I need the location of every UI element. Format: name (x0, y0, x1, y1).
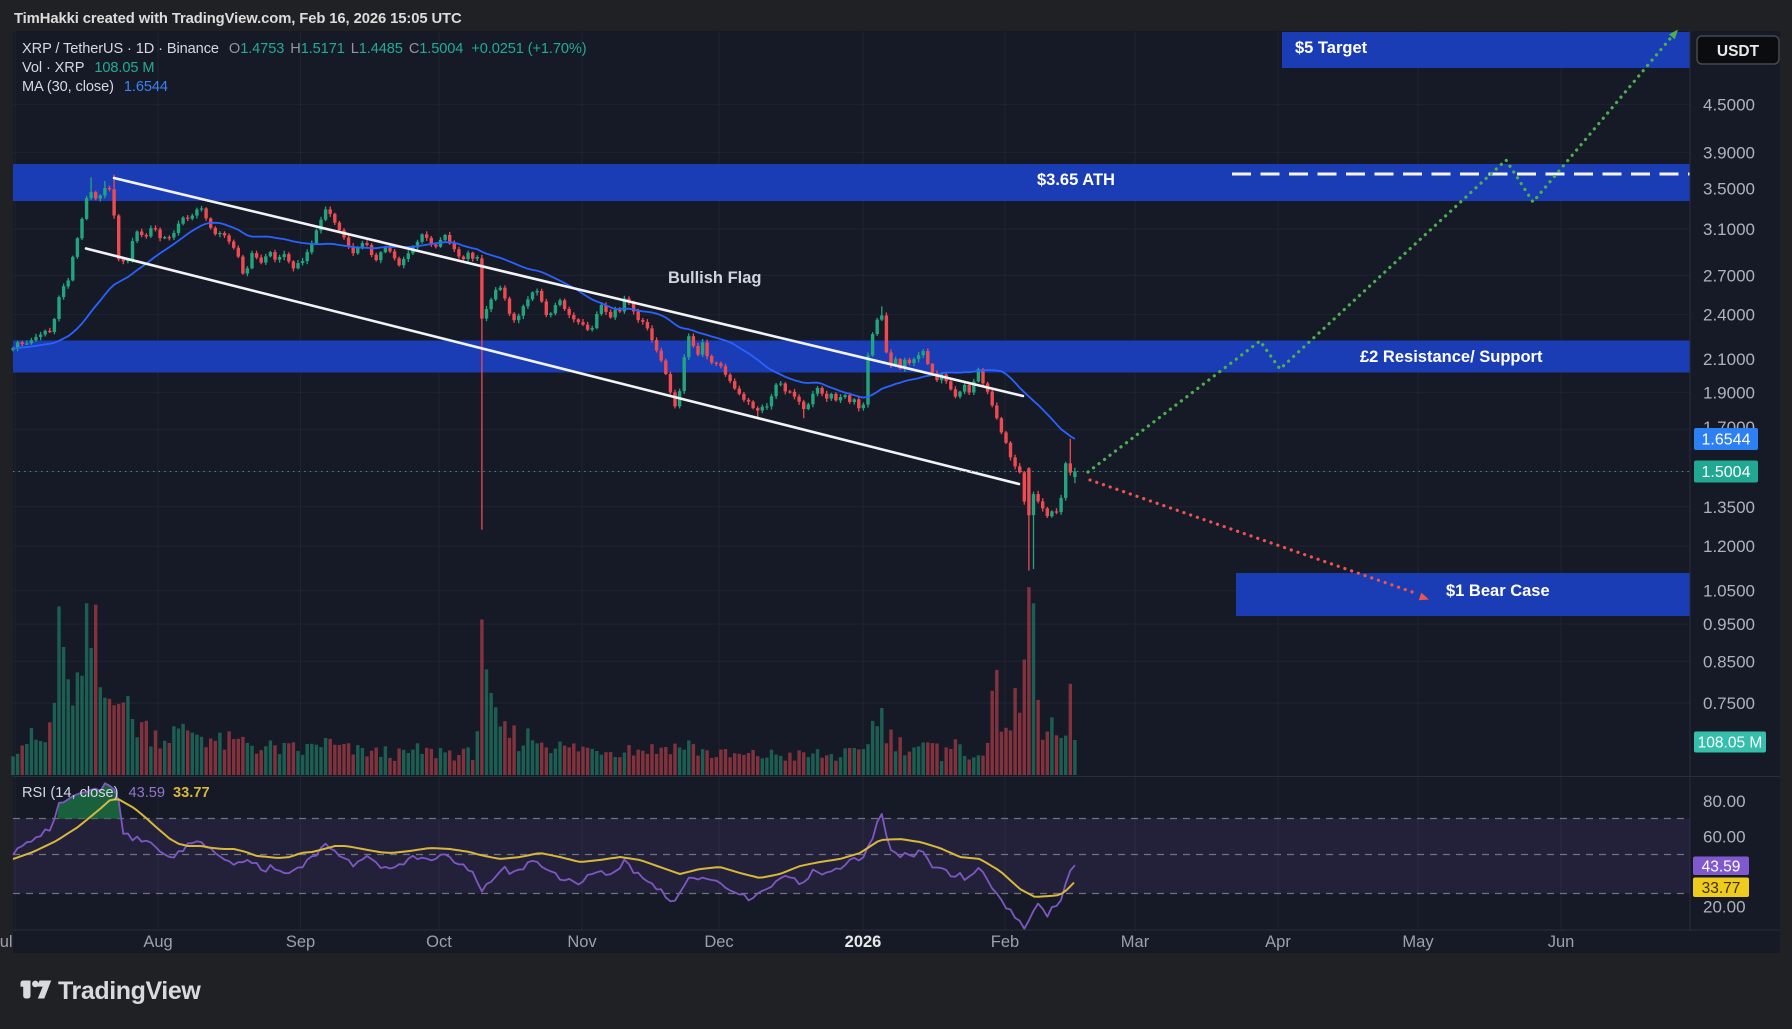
svg-text:3.1000: 3.1000 (1703, 220, 1755, 239)
svg-text:TimHakki created with TradingV: TimHakki created with TradingView.com, F… (14, 11, 462, 27)
svg-text:MA (30, close)1.6544: MA (30, close) 1.6544 (22, 79, 168, 95)
svg-text:Jun: Jun (1548, 933, 1575, 951)
svg-text:2.7000: 2.7000 (1703, 266, 1755, 285)
svg-text:Jul: Jul (0, 933, 13, 951)
svg-text:Nov: Nov (567, 933, 597, 951)
svg-text:1.5004: 1.5004 (1702, 464, 1751, 481)
svg-text:Feb: Feb (991, 933, 1019, 951)
svg-text:$5 Target: $5 Target (1295, 39, 1368, 57)
svg-text:$3.65 ATH: $3.65 ATH (1037, 171, 1115, 189)
svg-text:Bullish Flag: Bullish Flag (668, 269, 762, 287)
svg-text:0.9500: 0.9500 (1703, 615, 1755, 634)
svg-text:1.3500: 1.3500 (1703, 498, 1755, 517)
svg-text:2.1000: 2.1000 (1703, 350, 1755, 369)
svg-text:Mar: Mar (1121, 933, 1150, 951)
svg-text:Dec: Dec (704, 933, 733, 951)
svg-text:$1 Bear Case: $1 Bear Case (1446, 582, 1550, 600)
svg-text:4.5000: 4.5000 (1703, 96, 1755, 115)
svg-text:Apr: Apr (1265, 933, 1291, 951)
svg-text:3.5000: 3.5000 (1703, 180, 1755, 199)
svg-text:USDT: USDT (1717, 43, 1760, 60)
svg-text:1.0500: 1.0500 (1703, 582, 1755, 601)
svg-text:May: May (1402, 933, 1434, 951)
svg-text:2.4000: 2.4000 (1703, 306, 1755, 325)
svg-text:0.7500: 0.7500 (1703, 694, 1755, 713)
svg-text:0.8500: 0.8500 (1703, 652, 1755, 671)
svg-text:80.00: 80.00 (1703, 792, 1746, 811)
svg-text:1.6544: 1.6544 (1702, 432, 1751, 449)
svg-text:TradingView: TradingView (58, 977, 201, 1005)
svg-text:1.9000: 1.9000 (1703, 384, 1755, 403)
svg-text:1.2000: 1.2000 (1703, 537, 1755, 556)
svg-text:3.9000: 3.9000 (1703, 143, 1755, 162)
svg-text:60.00: 60.00 (1703, 827, 1746, 846)
svg-text:43.59: 43.59 (1702, 858, 1741, 875)
svg-text:£2 Resistance/ Support: £2 Resistance/ Support (1360, 348, 1543, 366)
svg-text:Oct: Oct (426, 933, 452, 951)
svg-text:20.00: 20.00 (1703, 898, 1746, 917)
svg-text:108.05 M: 108.05 M (1698, 735, 1763, 752)
svg-text:Aug: Aug (143, 933, 172, 951)
svg-text:2026: 2026 (845, 933, 882, 951)
svg-text:33.77: 33.77 (1702, 880, 1741, 897)
svg-text:Sep: Sep (286, 933, 315, 951)
